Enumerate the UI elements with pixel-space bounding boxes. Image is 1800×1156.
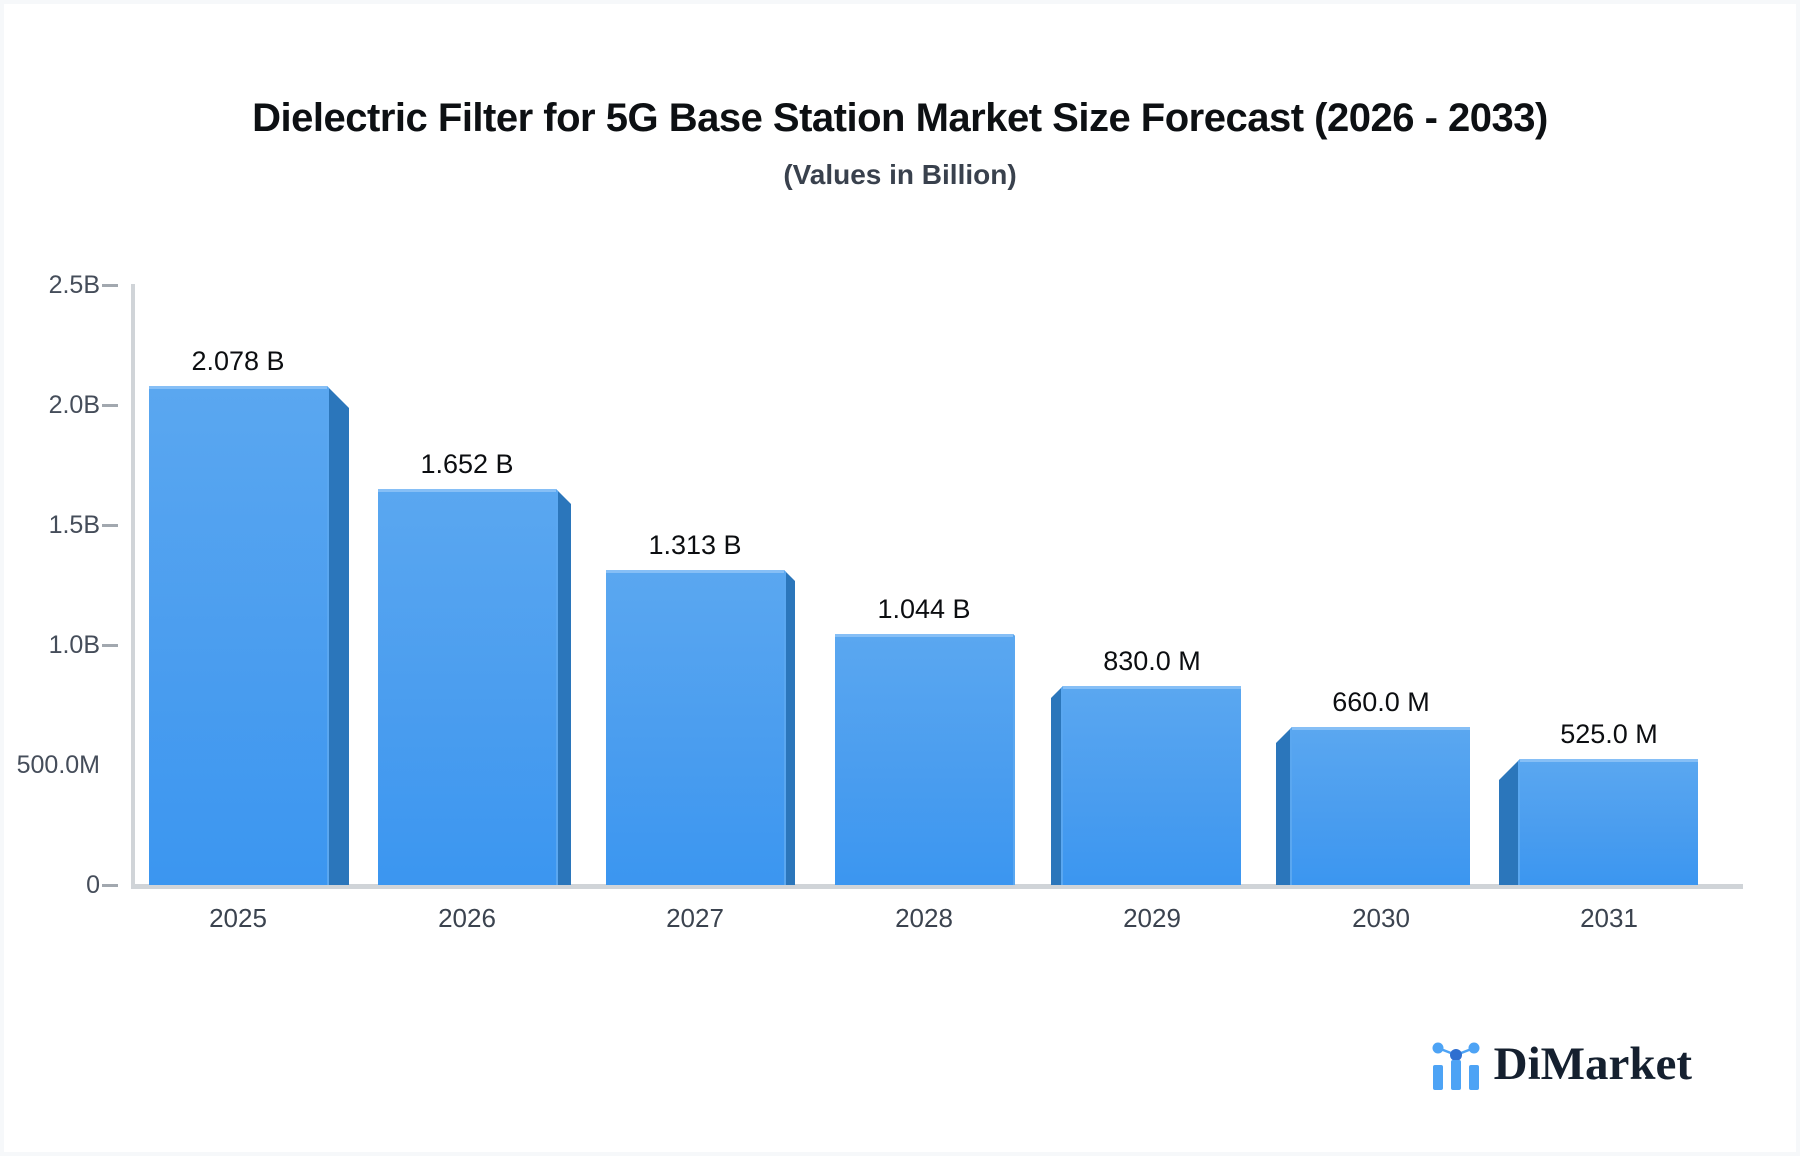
brand-logo-text: DiMarket	[1493, 1038, 1692, 1090]
brand-logo: DiMarket	[1430, 1038, 1692, 1090]
bar-value-label: 1.652 B	[420, 449, 514, 479]
y-axis-label: 500.0M	[16, 751, 100, 779]
bar-value-label: 2.078 B	[191, 346, 285, 376]
x-axis-label: 2030	[1352, 903, 1410, 933]
y-axis-tick	[102, 404, 118, 407]
bar-side	[1499, 759, 1520, 885]
bar-side	[1013, 634, 1015, 885]
y-axis-tick	[102, 524, 118, 527]
bar-side	[556, 489, 571, 885]
y-axis-tick	[102, 644, 118, 647]
y-axis-label: 0	[86, 871, 100, 899]
x-axis-label: 2027	[666, 903, 724, 933]
bar	[1063, 686, 1241, 885]
y-axis-label: 2.0B	[48, 391, 100, 419]
bar-value-label: 1.044 B	[877, 594, 971, 624]
bar-value-label: 660.0 M	[1332, 687, 1430, 717]
chart-header: Dielectric Filter for 5G Base Station Ma…	[0, 96, 1800, 191]
y-axis-tick	[102, 284, 118, 287]
bar-side	[784, 570, 795, 885]
bar	[1520, 759, 1698, 885]
bar	[835, 634, 1013, 885]
bar-side	[1276, 727, 1292, 885]
y-axis-tick	[102, 884, 118, 887]
bar	[149, 386, 327, 885]
x-axis-label: 2031	[1580, 903, 1638, 933]
y-axis-label: 1.0B	[48, 631, 100, 659]
y-axis-label: 1.5B	[48, 511, 100, 539]
bar-side	[1051, 686, 1063, 885]
bar	[1292, 727, 1470, 885]
x-axis-label: 2025	[209, 903, 267, 933]
x-axis-label: 2029	[1123, 903, 1181, 933]
x-axis-label: 2026	[438, 903, 496, 933]
y-axis-line	[131, 284, 135, 885]
x-axis-line	[131, 884, 1743, 889]
chart-subtitle: (Values in Billion)	[783, 159, 1017, 190]
bar-value-label: 830.0 M	[1103, 646, 1201, 676]
y-axis-label: 2.5B	[48, 271, 100, 299]
bar	[378, 489, 556, 885]
bar	[606, 570, 784, 885]
mini-bar-chart-icon	[1430, 1038, 1482, 1090]
x-axis-label: 2028	[895, 903, 953, 933]
chart-title: Dielectric Filter for 5G Base Station Ma…	[252, 96, 1548, 140]
bar-value-label: 525.0 M	[1560, 719, 1658, 749]
bar-side	[327, 386, 349, 885]
bar-value-label: 1.313 B	[648, 530, 742, 560]
